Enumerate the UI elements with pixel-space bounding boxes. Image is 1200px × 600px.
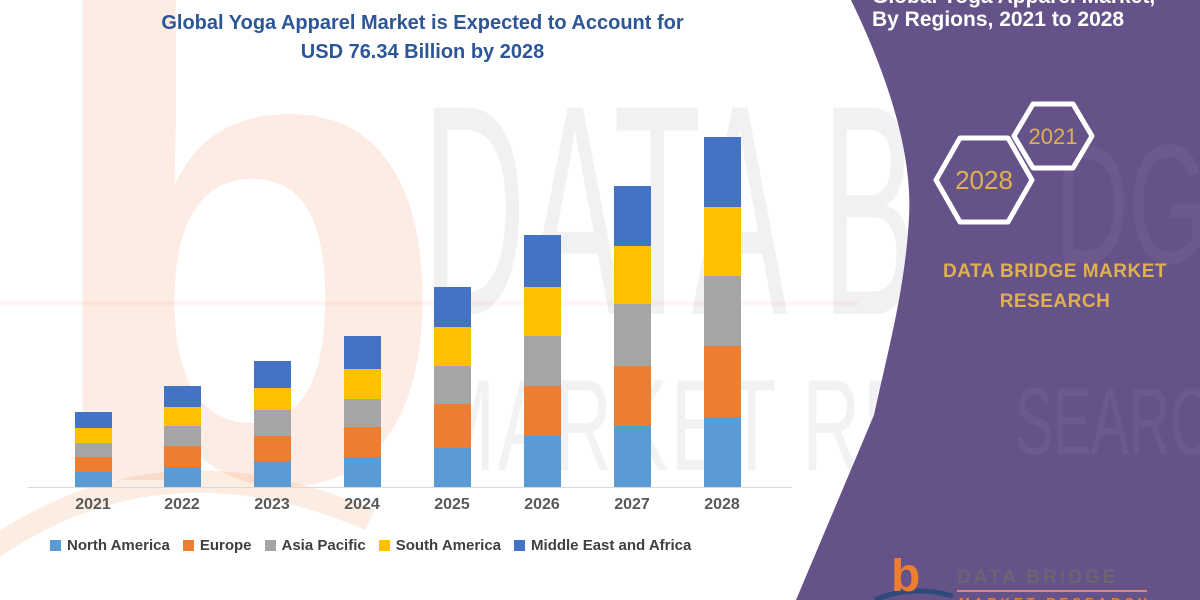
- watermark-band: [0, 301, 858, 306]
- bar-segment-2026-europe: [523, 386, 561, 436]
- watermark-text-row2: MARKET RE: [428, 352, 920, 498]
- chart-title-line1: Global Yoga Apparel Market is Expected t…: [161, 12, 684, 34]
- bar-segment-2026-asia-pacific: [523, 336, 561, 386]
- legend-item-middle-east-and-africa: Middle East and Africa: [514, 537, 691, 554]
- side-panel-heading-line2: By Regions, 2021 to 2028: [872, 8, 1125, 31]
- footer-brand-name: DATA BRIDGE: [957, 567, 1119, 588]
- bar-segment-2028-north-america: [703, 417, 741, 487]
- bar-segment-2021-south-america: [74, 428, 112, 443]
- watermark-swoosh-icon: [0, 470, 375, 557]
- bar-segment-2026-middle-east-and-africa: [523, 235, 561, 287]
- x-axis-label-2024: 2024: [344, 496, 380, 513]
- legend-swatch-asia-pacific: [264, 540, 276, 551]
- side-panel-heading: Global Yoga Apparel Market, By Regions, …: [872, 0, 1200, 31]
- bar-segment-2025-north-america: [433, 448, 471, 487]
- bar-segment-2021-middle-east-and-africa: [74, 412, 112, 428]
- bar-segment-2022-europe: [163, 446, 201, 467]
- legend-swatch-middle-east-and-africa: [514, 540, 526, 551]
- bar-segment-2021-europe: [74, 457, 112, 472]
- footer-brand-subtitle: MARKET RESEARCH: [959, 595, 1151, 600]
- bar-segment-2022-middle-east-and-africa: [163, 386, 201, 407]
- legend-item-asia-pacific: Asia Pacific: [264, 537, 366, 554]
- side-panel-heading-line1: Global Yoga Apparel Market,: [872, 0, 1200, 8]
- legend-swatch-south-america: [378, 540, 390, 551]
- bar-segment-2027-europe: [613, 366, 651, 426]
- x-axis-label-2023: 2023: [254, 496, 290, 513]
- panel-brand-line1: DATA BRIDGE MARKET: [943, 261, 1167, 282]
- bar-segment-2025-south-america: [433, 327, 471, 366]
- bar-segment-2027-asia-pacific: [613, 304, 651, 366]
- legend-label-europe: Europe: [199, 537, 252, 554]
- x-axis-label-2027: 2027: [614, 496, 650, 513]
- x-axis-label-2021: 2021: [75, 496, 111, 513]
- x-axis-label-2026: 2026: [524, 496, 560, 513]
- bar-segment-2024-asia-pacific: [343, 399, 381, 427]
- legend-label-middle-east-and-africa: Middle East and Africa: [531, 537, 692, 554]
- bar-segment-2023-asia-pacific: [253, 410, 291, 436]
- footer-bridge-icon: [873, 588, 954, 600]
- bar-segment-2026-north-america: [523, 436, 561, 487]
- bar-segment-2027-north-america: [613, 426, 651, 487]
- bar-segment-2022-south-america: [163, 407, 201, 426]
- legend-item-north-america: North America: [50, 537, 170, 554]
- chart-title: Global Yoga Apparel Market is Expected t…: [0, 9, 845, 67]
- bar-segment-2021-asia-pacific: [74, 443, 112, 457]
- bar-segment-2028-asia-pacific: [703, 276, 741, 346]
- bar-segment-2024-middle-east-and-africa: [343, 336, 381, 369]
- bar-segment-2021-north-america: [74, 472, 112, 487]
- hexagon-2028-label: 2028: [955, 165, 1013, 195]
- hexagon-2021-icon: [1011, 101, 1095, 171]
- legend-item-europe: Europe: [182, 537, 252, 554]
- bar-segment-2028-middle-east-and-africa: [703, 137, 741, 207]
- bar-segment-2025-middle-east-and-africa: [433, 287, 471, 327]
- legend-label-north-america: North America: [67, 537, 170, 554]
- bar-segment-2024-europe: [343, 427, 381, 457]
- panel-brand-text: DATA BRIDGE MARKET RESEARCH: [915, 257, 1195, 317]
- legend: North America Europe Asia Pacific South Ame…: [50, 537, 691, 554]
- bar-segment-2023-europe: [253, 436, 291, 461]
- legend-swatch-europe: [182, 540, 194, 551]
- x-axis-label-2025: 2025: [434, 496, 470, 513]
- hexagon-2028-icon: [933, 135, 1035, 225]
- x-axis-label-2022: 2022: [164, 496, 200, 513]
- bar-segment-2027-south-america: [613, 246, 651, 304]
- footer-brand-underline: [957, 590, 1147, 592]
- bar-segment-2027-middle-east-and-africa: [613, 186, 651, 246]
- hexagon-2021-label: 2021: [1029, 124, 1078, 149]
- bar-segment-2028-europe: [703, 346, 741, 417]
- bar-segment-2024-south-america: [343, 369, 381, 399]
- panel-brand-line2: RESEARCH: [999, 291, 1111, 312]
- bar-segment-2023-middle-east-and-africa: [253, 361, 291, 388]
- bar-segment-2026-south-america: [523, 287, 561, 336]
- x-axis-line: [28, 487, 792, 488]
- bar-segment-2023-south-america: [253, 388, 291, 410]
- legend-item-south-america: South America: [378, 537, 502, 554]
- bar-segment-2024-north-america: [343, 457, 381, 487]
- footer-letter-b-icon: b: [891, 558, 921, 600]
- bar-segment-2025-asia-pacific: [433, 366, 471, 404]
- x-axis-label-2028: 2028: [704, 496, 740, 513]
- bar-segment-2022-north-america: [163, 467, 201, 487]
- footer-logo: b DATA BRIDGE MARKET RESEARCH: [865, 558, 1200, 600]
- bar-segment-2023-north-america: [253, 461, 291, 487]
- bar-segment-2022-asia-pacific: [163, 426, 201, 446]
- bar-segment-2028-south-america: [703, 207, 741, 276]
- bar-segment-2025-europe: [433, 404, 471, 448]
- legend-label-south-america: South America: [395, 537, 502, 554]
- panel-watermark-fragment-2: SEARCH: [1015, 369, 1200, 475]
- chart-title-line2: USD 76.34 Billion by 2028: [300, 41, 545, 63]
- legend-swatch-north-america: [50, 540, 61, 551]
- legend-label-asia-pacific: Asia Pacific: [281, 537, 366, 554]
